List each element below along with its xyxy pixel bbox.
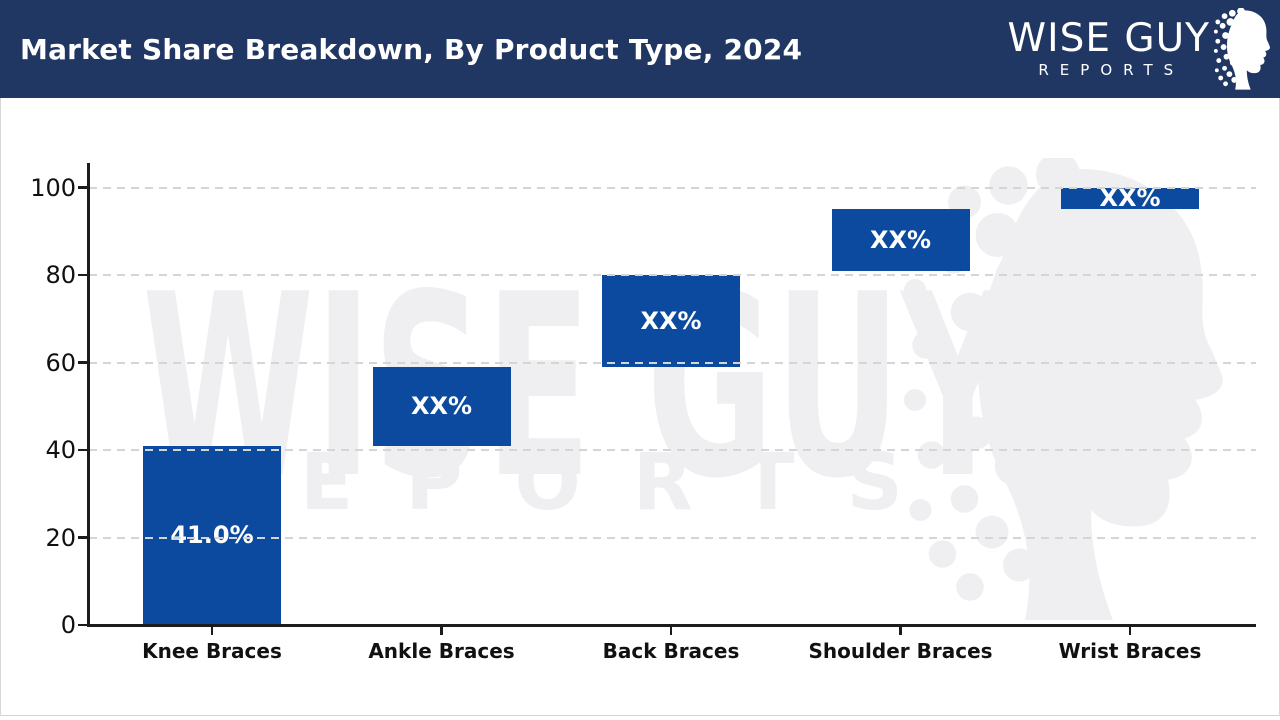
x-category-label: Wrist Braces bbox=[1058, 639, 1202, 663]
y-tick-label: 60 bbox=[45, 348, 76, 377]
y-tick-mark bbox=[78, 536, 88, 539]
bar-value-label: XX% bbox=[640, 306, 702, 335]
y-tick-label: 0 bbox=[60, 611, 76, 639]
bar-shoulder-braces: XX% bbox=[831, 209, 970, 271]
bar-value-label: XX% bbox=[869, 226, 932, 254]
y-tick-label: 80 bbox=[45, 261, 76, 289]
gridline-60 bbox=[89, 361, 1256, 364]
gridline-100 bbox=[89, 186, 1256, 189]
bar-ankle-braces: XX% bbox=[372, 366, 511, 446]
x-tick-mark bbox=[1128, 627, 1132, 635]
x-category-label: Shoulder Braces bbox=[808, 639, 993, 663]
gridline-20 bbox=[89, 536, 1256, 539]
y-tick-mark bbox=[78, 448, 88, 452]
page-title: Market Share Breakdown, By Product Type,… bbox=[20, 32, 803, 66]
gridline-40 bbox=[89, 449, 1256, 451]
gridline-80 bbox=[89, 274, 1256, 276]
y-tick-label: 40 bbox=[45, 436, 76, 464]
bar-value-label: XX% bbox=[410, 392, 473, 421]
y-axis-line bbox=[87, 163, 90, 627]
x-axis-line bbox=[87, 623, 1256, 627]
logo-text: WISE GUY REPORTS bbox=[1008, 19, 1210, 79]
x-tick-mark bbox=[440, 627, 443, 635]
x-tick-mark bbox=[899, 627, 902, 635]
x-tick-mark bbox=[210, 627, 214, 635]
bar-value-label: 41.0% bbox=[170, 521, 254, 550]
y-tick-mark bbox=[78, 623, 88, 627]
wise-guy-logo: WISE GUY REPORTS bbox=[1008, 8, 1270, 90]
logo-wordmark: WISE GUY bbox=[1007, 16, 1210, 61]
y-tick-mark bbox=[78, 361, 88, 364]
header-bar: Market Share Breakdown, By Product Type,… bbox=[0, 0, 1280, 98]
y-tick-label: 20 bbox=[45, 523, 76, 552]
bar-value-label: XX% bbox=[1099, 184, 1161, 213]
bar-back-braces: XX% bbox=[602, 275, 740, 367]
y-tick-label: 100 bbox=[30, 173, 76, 202]
x-category-label: Back Braces bbox=[602, 639, 740, 663]
logo-tagline: REPORTS bbox=[1038, 61, 1185, 79]
x-category-label: Ankle Braces bbox=[368, 639, 515, 663]
wise-guy-face-icon bbox=[1212, 8, 1270, 90]
bar-wrist-braces: XX% bbox=[1061, 184, 1199, 212]
y-tick-mark bbox=[78, 273, 88, 277]
bar-knee-braces: 41.0% bbox=[143, 445, 281, 625]
x-tick-mark bbox=[669, 627, 673, 635]
y-tick-mark bbox=[78, 186, 88, 189]
x-category-label: Knee Braces bbox=[142, 639, 282, 663]
